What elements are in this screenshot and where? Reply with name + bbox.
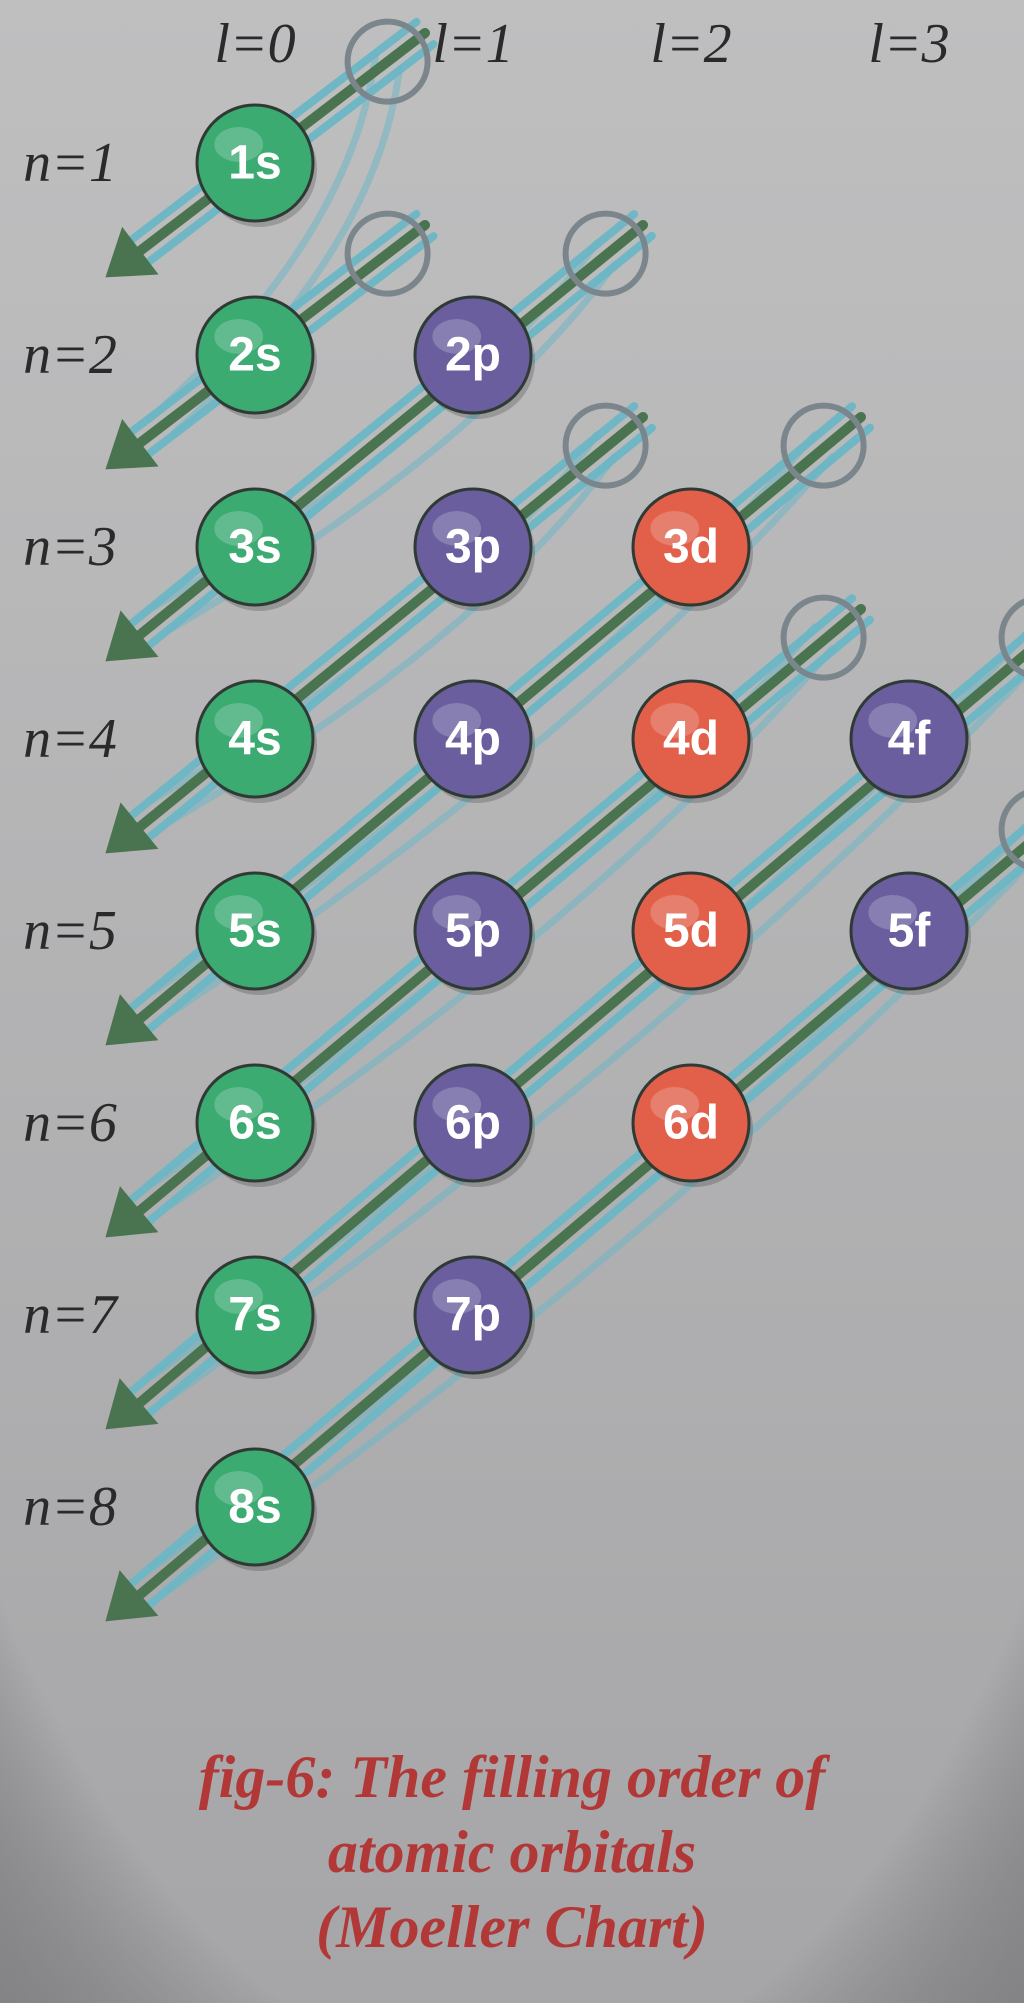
orbital-label: 3s [228,521,281,574]
row-label: n=1 [23,132,117,194]
figure-caption: fig-6: The filling order of atomic orbit… [0,1740,1024,1965]
col-label: l=0 [214,13,295,75]
orbital-label: 4p [445,713,501,766]
col-label: l=1 [432,13,513,75]
row-label: n=7 [23,1284,119,1346]
orbital-label: 5p [445,905,501,958]
orbital-label: 4d [663,713,719,766]
orbital-label: 5s [228,905,281,958]
orbital-label: 2p [445,329,501,382]
orbital-label: 3d [663,521,719,574]
row-label: n=2 [23,324,117,386]
row-label: n=5 [23,900,117,962]
moeller-chart-page: 1s 2s 2p 3s 3p 3d 4s 4p 4d 4f 5s 5p 5d 5f 6s 6p 6d 7s 7p 8s… [0,0,1024,2003]
orbital-label: 1s [228,137,281,190]
orbital-label: 4f [888,713,932,766]
orbital-label: 2s [228,329,281,382]
moeller-chart-svg: 1s 2s 2p 3s 3p 3d 4s 4p 4d 4f 5s 5p 5d 5f 6s 6p 6d 7s 7p 8s… [0,0,1024,2003]
row-label: n=8 [23,1476,117,1538]
orbital-label: 6d [663,1097,719,1150]
orbital-label: 8s [228,1481,281,1534]
orbital-label: 6p [445,1097,501,1150]
col-label: l=3 [868,13,949,75]
col-label: l=2 [650,13,731,75]
caption-line-1: fig-6: The filling order of [0,1740,1024,1815]
orbital-label: 5f [888,905,932,958]
orbital-label: 5d [663,905,719,958]
caption-line-2: atomic orbitals [0,1815,1024,1890]
orbital-label: 6s [228,1097,281,1150]
caption-line-3: (Moeller Chart) [0,1890,1024,1965]
orbital-label: 7s [228,1289,281,1342]
orbital-label: 3p [445,521,501,574]
orbital-label: 4s [228,713,281,766]
orbital-label: 7p [445,1289,501,1342]
row-label: n=6 [23,1092,117,1154]
row-label: n=3 [23,516,117,578]
row-label: n=4 [23,708,117,770]
